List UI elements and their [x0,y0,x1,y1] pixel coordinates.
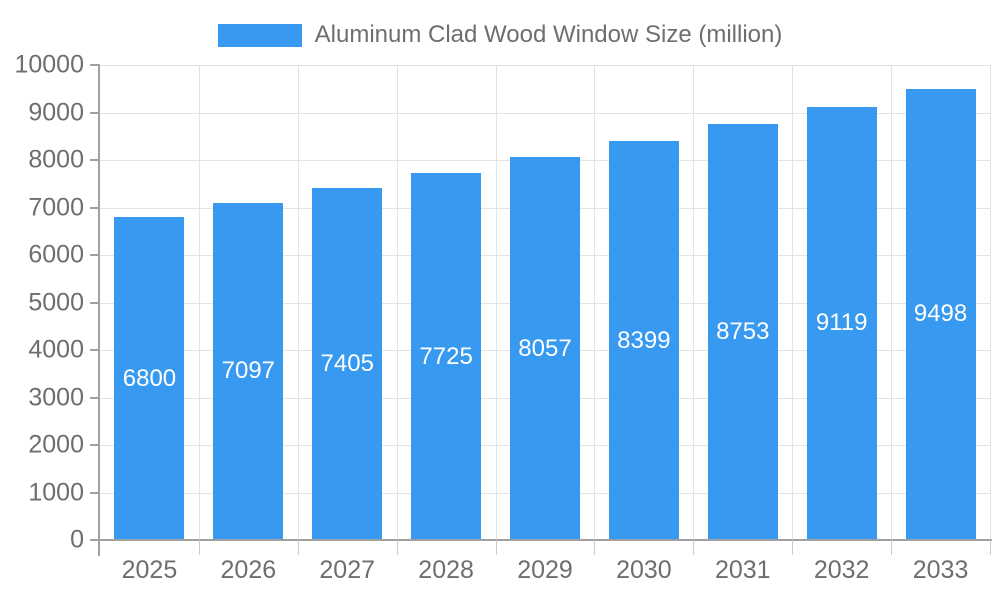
bar-value-label: 8399 [617,326,671,354]
legend-label: Aluminum Clad Wood Window Size (million) [314,21,783,48]
y-axis-tick-label: 9000 [28,98,84,126]
v-gridline [198,65,200,540]
x-axis-tick-mark [198,540,200,555]
bar-2031 [707,124,778,540]
x-axis-tick-label: 2031 [714,556,771,584]
bar-2028 [411,173,482,540]
bar-2033 [905,88,976,540]
bar-value-label: 8753 [716,318,770,346]
y-axis-tick-label: 8000 [28,145,84,174]
x-axis-tick-label: 2033 [912,556,969,584]
v-gridline [594,65,596,540]
legend: Aluminum Clad Wood Window Size (million) [0,21,1000,49]
bar-2030 [608,141,679,540]
x-axis-tick-label: 2025 [121,556,178,584]
bar-value-label: 9498 [913,300,968,328]
y-axis-tick-mark [90,349,100,351]
y-axis-tick-mark [90,206,100,209]
x-axis-tick-label: 2028 [418,556,474,584]
v-gridline [297,65,299,540]
x-axis-tick-mark [792,540,794,555]
y-axis-tick-label: 2000 [28,430,84,459]
x-axis-tick-label: 2032 [813,556,870,584]
bar-2026 [213,202,284,540]
x-axis-tick-mark [98,540,100,556]
x-axis-line [98,539,992,541]
y-axis-tick-mark [90,491,100,494]
y-axis-tick-mark [90,539,100,541]
y-axis-tick-label: 1000 [28,478,84,506]
bar-value-label: 7725 [419,342,473,370]
bar-value-label: 9119 [815,309,868,337]
bar-value-label: 7097 [221,357,276,385]
y-axis-tick-label: 10000 [14,50,84,79]
y-axis-tick-label: 5000 [28,288,84,316]
v-gridline [693,65,695,540]
legend-swatch [217,23,302,47]
v-gridline [990,65,991,540]
x-axis-tick-mark [594,540,596,555]
y-axis-tick-label: 4000 [28,335,84,364]
y-axis-tick-mark [90,254,100,256]
y-axis-tick-mark [90,444,100,446]
v-gridline [396,65,398,540]
x-axis-tick-mark [396,540,398,555]
y-axis-tick-label: 7000 [28,193,84,221]
x-axis-tick-mark [495,540,497,555]
bar-value-label: 8057 [518,334,572,362]
y-axis-tick-label: 6000 [28,240,84,269]
x-axis-tick-label: 2030 [616,556,672,584]
y-axis-tick-mark [90,159,100,161]
x-axis-tick-mark [891,540,893,555]
x-axis-tick-label: 2026 [220,556,277,584]
y-axis-tick-mark [90,301,100,304]
bar-value-label: 7405 [320,350,374,378]
bar-2029 [510,157,580,540]
v-gridline [891,65,893,540]
x-axis-tick-label: 2027 [319,556,376,584]
y-axis-tick-label: 0 [70,525,84,554]
y-axis-tick-mark [90,64,100,66]
v-gridline [495,65,497,540]
y-axis-tick-mark [90,111,100,114]
x-axis-tick-mark [693,540,695,555]
x-axis-tick-mark [297,540,299,555]
x-axis-tick-mark [990,540,991,555]
h-gridline [100,65,990,66]
v-gridline [792,65,794,540]
h-gridline [100,112,990,114]
bar-2027 [312,188,383,540]
x-axis-tick-label: 2029 [517,556,573,584]
bar-2025 [114,217,185,540]
bar-value-label: 6800 [122,364,177,392]
y-axis-tick-label: 3000 [28,383,84,411]
bar-2032 [806,106,877,540]
y-axis-tick-mark [90,396,100,399]
